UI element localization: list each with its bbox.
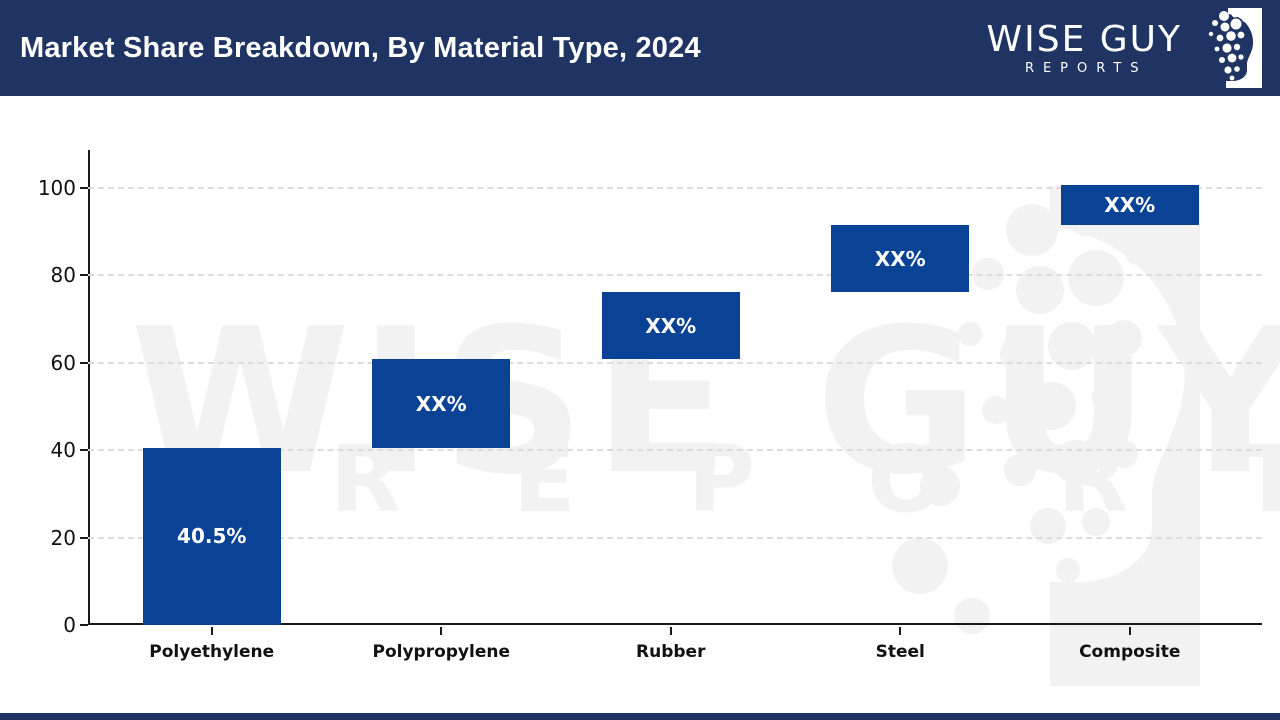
x-tick-4 xyxy=(1128,627,1131,635)
logo-subtitle: REPORTS xyxy=(1024,60,1148,76)
bar-steel: XX% xyxy=(831,225,970,292)
bar-rubber: XX% xyxy=(601,292,740,360)
gridline-100 xyxy=(88,187,1262,189)
page-title: Market Share Breakdown, By Material Type… xyxy=(20,31,701,64)
x-tick-1 xyxy=(440,627,443,635)
x-category-label: Steel xyxy=(875,642,925,662)
y-tick-80 xyxy=(80,274,88,277)
x-category-label: Polyethylene xyxy=(149,642,275,662)
x-category-label: Composite xyxy=(1079,642,1181,662)
gridline-80 xyxy=(88,274,1262,277)
bar-value-label: XX% xyxy=(415,391,467,416)
bar-polyethylene: 40.5% xyxy=(142,448,281,625)
logo-wordmark: WISE GUY xyxy=(986,19,1182,61)
report-header: Market Share Breakdown, By Material Type… xyxy=(0,0,1280,96)
bar-polypropylene: XX% xyxy=(372,359,511,448)
bar-value-label: 40.5% xyxy=(177,524,247,549)
y-tick-0 xyxy=(80,624,88,626)
footer-strip xyxy=(0,713,1280,720)
wise-guy-logo: WISE GUY REPORTS xyxy=(987,8,1262,88)
y-tick-40 xyxy=(80,449,88,452)
y-tick-label-0: 0 xyxy=(63,613,76,637)
y-tick-20 xyxy=(80,536,88,539)
y-tick-100 xyxy=(80,187,88,189)
gridline-60 xyxy=(88,361,1262,364)
y-tick-label-80: 80 xyxy=(50,263,76,288)
x-tick-0 xyxy=(210,627,213,635)
gridline-20 xyxy=(88,536,1262,539)
y-tick-label-100: 100 xyxy=(37,176,76,200)
bar-value-label: XX% xyxy=(1104,193,1156,218)
bar-value-label: XX% xyxy=(645,313,697,338)
bar-value-label: XX% xyxy=(874,246,926,271)
y-tick-label-20: 20 xyxy=(50,525,76,550)
x-category-label: Polypropylene xyxy=(372,642,511,662)
x-category-label: Rubber xyxy=(636,642,706,662)
x-tick-2 xyxy=(669,627,672,635)
bar-composite: XX% xyxy=(1060,184,1199,226)
logo-text: WISE GUY REPORTS xyxy=(987,20,1183,76)
y-tick-label-60: 60 xyxy=(50,350,76,375)
x-tick-3 xyxy=(899,627,902,635)
gridline-40 xyxy=(88,449,1262,452)
plot-axes xyxy=(88,150,1262,625)
y-tick-60 xyxy=(80,361,88,364)
waterfall-chart: 0 20 40 60 80 100 40.5% Polyethylene XX% Polyprop… xyxy=(0,96,1280,713)
y-tick-label-40: 40 xyxy=(50,438,76,463)
dotted-head-profile-icon xyxy=(1208,8,1262,88)
